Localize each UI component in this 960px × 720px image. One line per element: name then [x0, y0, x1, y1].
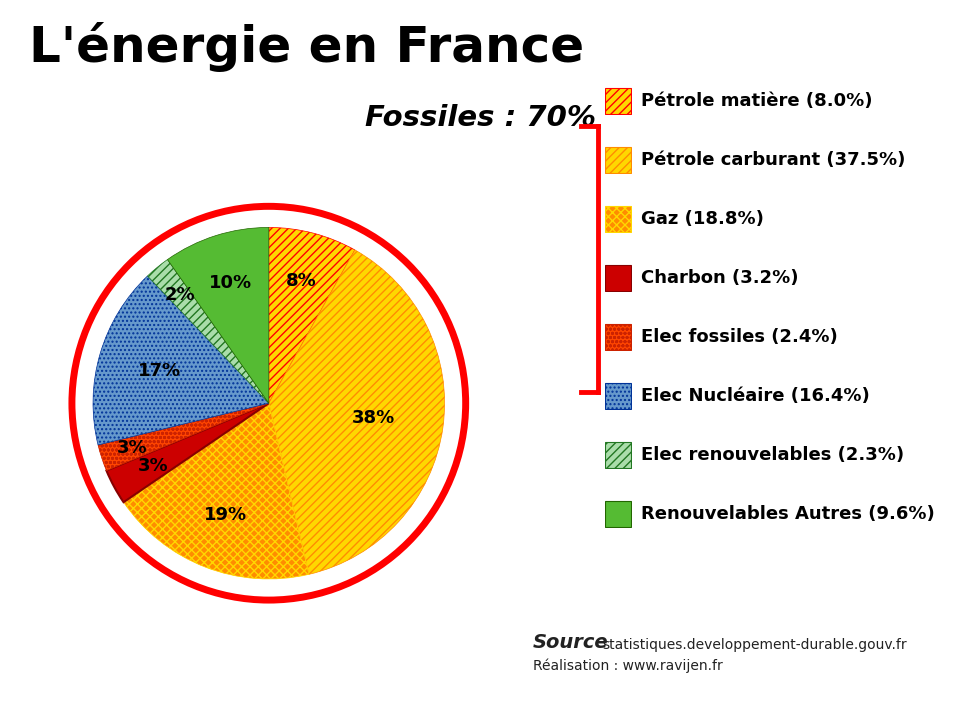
- Text: Source: Source: [533, 633, 609, 652]
- Text: Charbon (3.2%): Charbon (3.2%): [641, 269, 799, 287]
- Text: 38%: 38%: [351, 409, 395, 427]
- Wedge shape: [167, 228, 269, 403]
- Wedge shape: [98, 403, 269, 471]
- Text: Renouvelables Autres (9.6%): Renouvelables Autres (9.6%): [641, 505, 935, 523]
- Text: Fossiles : 70%: Fossiles : 70%: [365, 104, 596, 132]
- Wedge shape: [107, 403, 269, 502]
- FancyBboxPatch shape: [606, 324, 631, 350]
- Wedge shape: [93, 276, 269, 445]
- Text: L'énergie en France: L'énergie en France: [29, 22, 584, 71]
- Text: Elec fossiles (2.4%): Elec fossiles (2.4%): [641, 328, 838, 346]
- FancyBboxPatch shape: [606, 147, 631, 173]
- Text: Elec renouvelables (2.3%): Elec renouvelables (2.3%): [641, 446, 904, 464]
- Text: Pétrole carburant (37.5%): Pétrole carburant (37.5%): [641, 151, 905, 169]
- Wedge shape: [269, 250, 444, 575]
- Text: 3%: 3%: [116, 439, 147, 457]
- Text: 2%: 2%: [164, 286, 195, 304]
- Text: Gaz (18.8%): Gaz (18.8%): [641, 210, 764, 228]
- Text: statistiques.developpement-durable.gouv.fr: statistiques.developpement-durable.gouv.…: [602, 638, 906, 652]
- Text: 19%: 19%: [204, 505, 247, 523]
- Text: Pétrole matière (8.0%): Pétrole matière (8.0%): [641, 91, 873, 109]
- FancyBboxPatch shape: [606, 501, 631, 527]
- Text: 8%: 8%: [285, 271, 316, 289]
- FancyBboxPatch shape: [606, 442, 631, 468]
- Text: Réalisation : www.ravijen.fr: Réalisation : www.ravijen.fr: [533, 659, 723, 673]
- Text: 17%: 17%: [137, 362, 180, 380]
- FancyBboxPatch shape: [606, 265, 631, 291]
- FancyBboxPatch shape: [606, 383, 631, 409]
- Text: 10%: 10%: [209, 274, 252, 292]
- Wedge shape: [269, 228, 355, 403]
- FancyBboxPatch shape: [606, 88, 631, 114]
- Text: 3%: 3%: [137, 457, 168, 475]
- Text: Elec Nucléaire (16.4%): Elec Nucléaire (16.4%): [641, 387, 870, 405]
- Wedge shape: [124, 403, 309, 579]
- FancyBboxPatch shape: [606, 206, 631, 232]
- Wedge shape: [148, 259, 269, 403]
